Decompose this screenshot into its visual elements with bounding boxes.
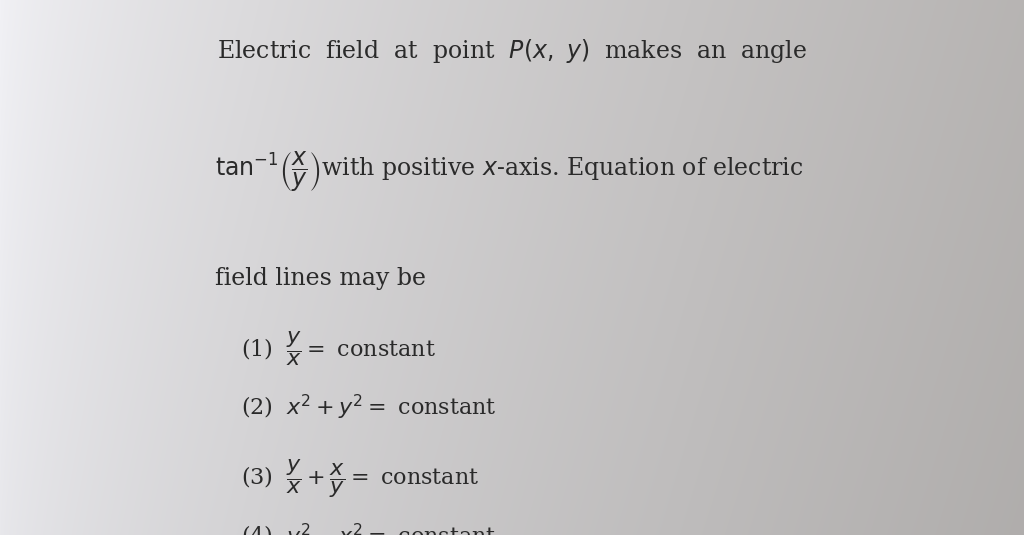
Text: (2)  $x^{2}+y^{2} =$ constant: (2) $x^{2}+y^{2} =$ constant bbox=[241, 393, 497, 423]
Text: (4)  $y^{2}-x^{2} =$ constant: (4) $y^{2}-x^{2} =$ constant bbox=[241, 522, 497, 535]
Text: field lines may be: field lines may be bbox=[215, 268, 426, 291]
Text: (1)  $\dfrac{y}{x} =$ constant: (1) $\dfrac{y}{x} =$ constant bbox=[241, 329, 435, 368]
Text: Electric  field  at  point  $P(x,\ y)$  makes  an  angle: Electric field at point $P(x,\ y)$ makes… bbox=[217, 37, 807, 65]
Text: (3)  $\dfrac{y}{x}+\dfrac{x}{y} =$ constant: (3) $\dfrac{y}{x}+\dfrac{x}{y} =$ consta… bbox=[241, 457, 479, 500]
Text: $\tan^{-1}\!\left(\dfrac{x}{y}\right)$with positive $x$-axis. Equation of electr: $\tan^{-1}\!\left(\dfrac{x}{y}\right)$wi… bbox=[215, 150, 804, 194]
